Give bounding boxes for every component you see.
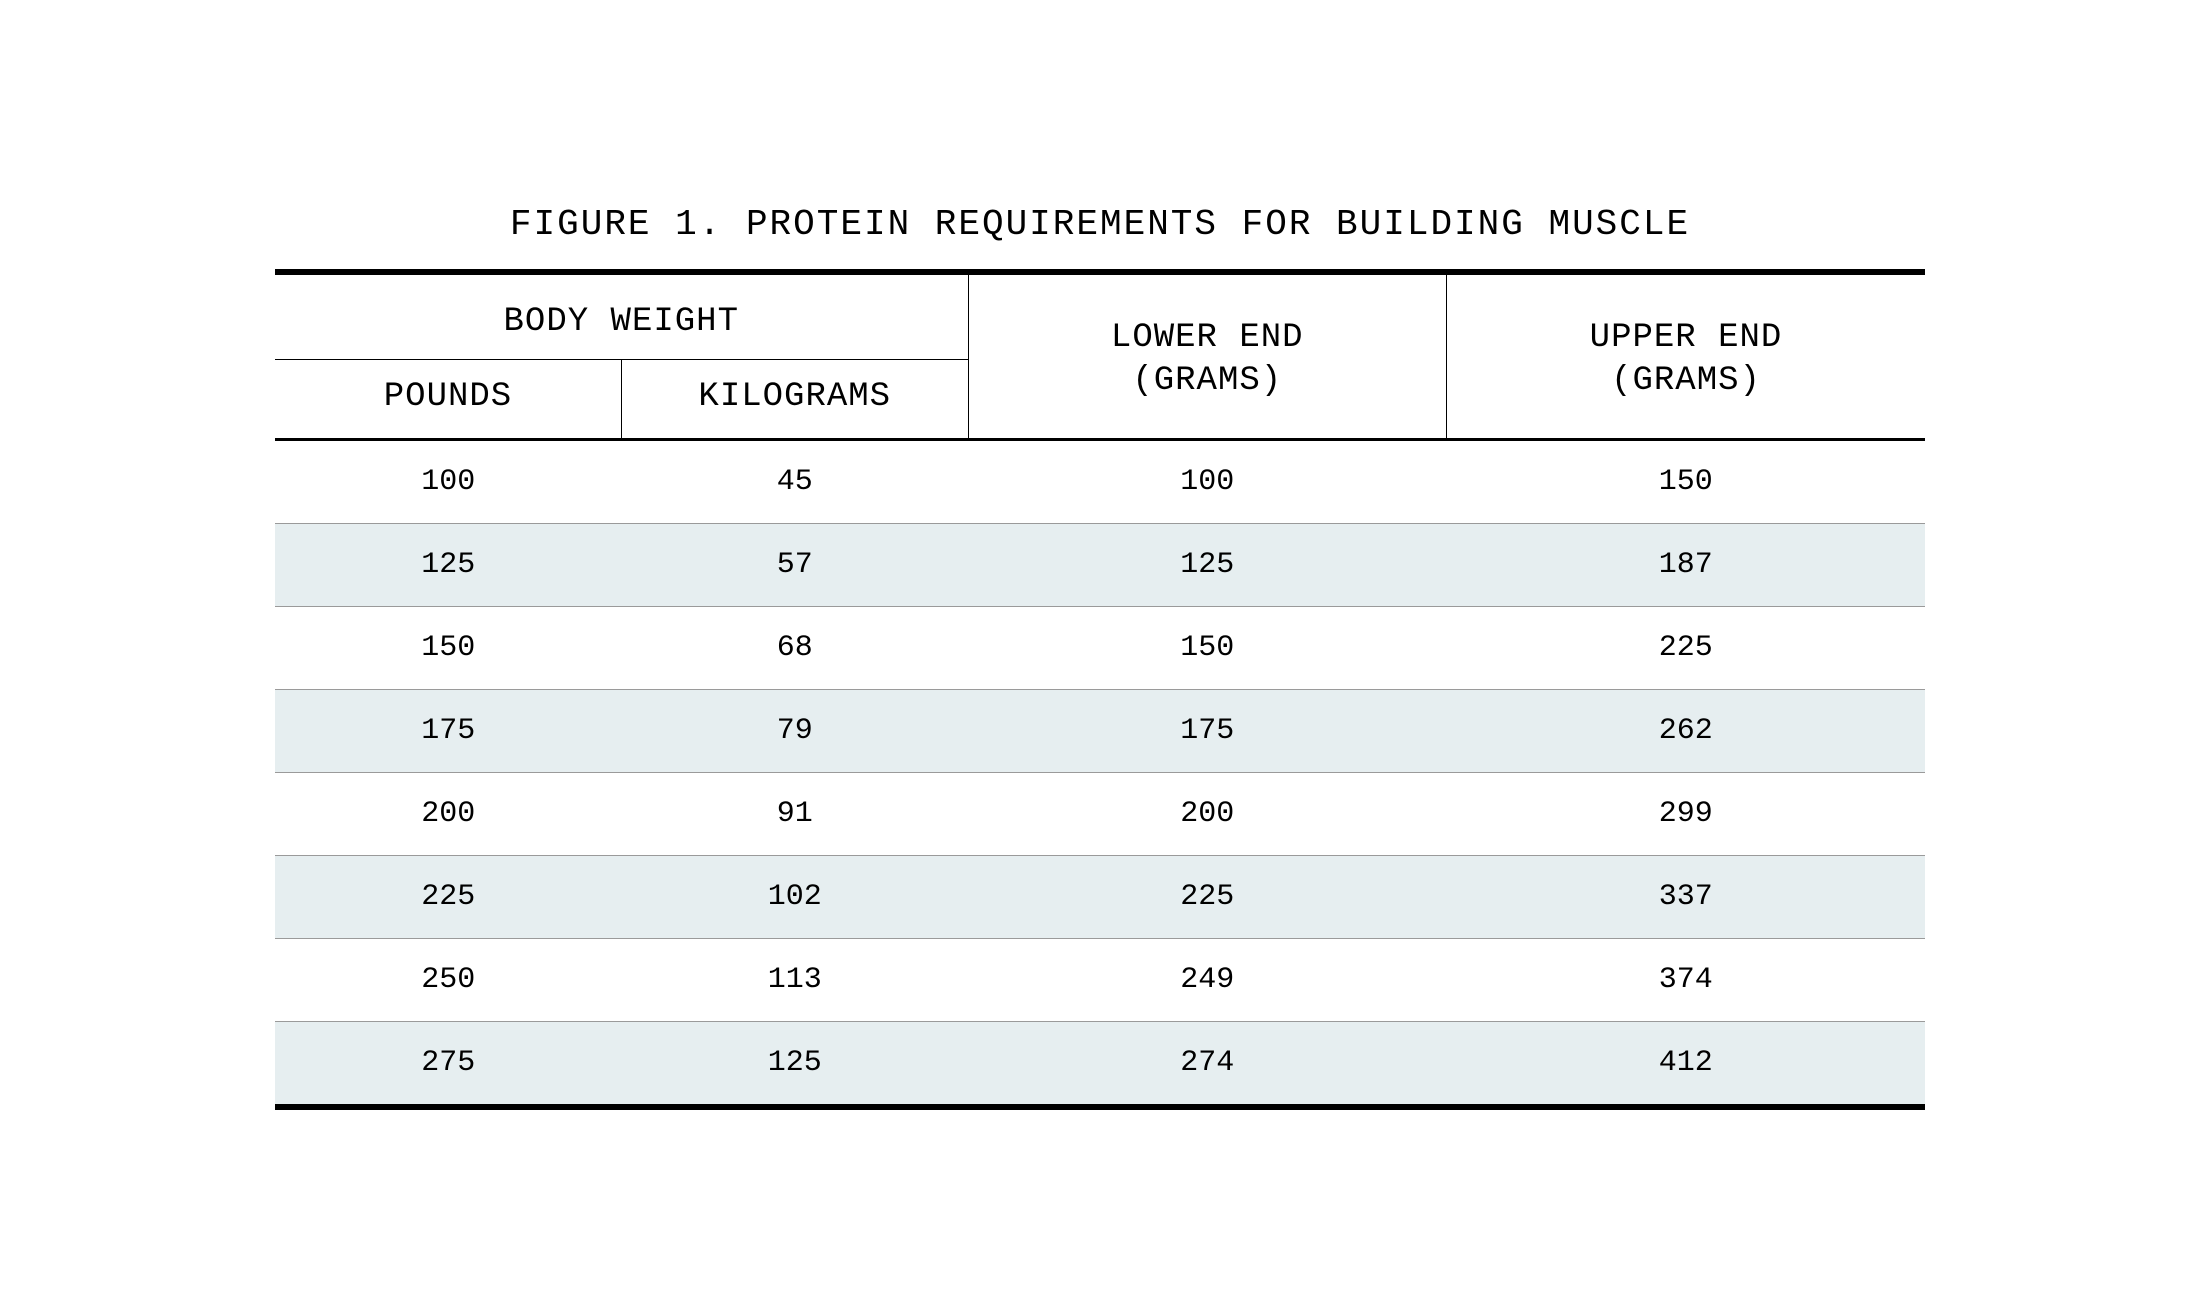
cell-upper: 187 bbox=[1447, 524, 1926, 607]
cell-lower: 125 bbox=[968, 524, 1447, 607]
cell-pounds: 200 bbox=[275, 773, 622, 856]
column-header-pounds: POUNDS bbox=[275, 360, 622, 440]
protein-table: BODY WEIGHT LOWER END (GRAMS) UPPER END … bbox=[275, 269, 1925, 1110]
cell-pounds: 275 bbox=[275, 1022, 622, 1108]
cell-kilograms: 45 bbox=[622, 440, 969, 524]
cell-kilograms: 68 bbox=[622, 607, 969, 690]
table-row: 250 113 249 374 bbox=[275, 939, 1925, 1022]
table-row: 200 91 200 299 bbox=[275, 773, 1925, 856]
cell-pounds: 225 bbox=[275, 856, 622, 939]
column-header-upper-line2: (GRAMS) bbox=[1611, 362, 1761, 400]
cell-pounds: 125 bbox=[275, 524, 622, 607]
cell-pounds: 150 bbox=[275, 607, 622, 690]
figure-title: FIGURE 1. PROTEIN REQUIREMENTS FOR BUILD… bbox=[275, 204, 1925, 245]
cell-lower: 274 bbox=[968, 1022, 1447, 1108]
table-row: 225 102 225 337 bbox=[275, 856, 1925, 939]
column-header-upper-end: UPPER END (GRAMS) bbox=[1447, 272, 1926, 440]
table-row: 100 45 100 150 bbox=[275, 440, 1925, 524]
table-row: 125 57 125 187 bbox=[275, 524, 1925, 607]
cell-kilograms: 102 bbox=[622, 856, 969, 939]
cell-lower: 175 bbox=[968, 690, 1447, 773]
table-header-row-1: BODY WEIGHT LOWER END (GRAMS) UPPER END … bbox=[275, 272, 1925, 360]
cell-lower: 100 bbox=[968, 440, 1447, 524]
cell-upper: 225 bbox=[1447, 607, 1926, 690]
column-group-body-weight: BODY WEIGHT bbox=[275, 272, 968, 360]
table-body: 100 45 100 150 125 57 125 187 150 68 150… bbox=[275, 440, 1925, 1108]
cell-kilograms: 125 bbox=[622, 1022, 969, 1108]
column-header-upper-line1: UPPER END bbox=[1590, 319, 1783, 357]
cell-pounds: 100 bbox=[275, 440, 622, 524]
cell-upper: 412 bbox=[1447, 1022, 1926, 1108]
cell-kilograms: 57 bbox=[622, 524, 969, 607]
cell-lower: 150 bbox=[968, 607, 1447, 690]
cell-upper: 374 bbox=[1447, 939, 1926, 1022]
table-row: 150 68 150 225 bbox=[275, 607, 1925, 690]
table-header: BODY WEIGHT LOWER END (GRAMS) UPPER END … bbox=[275, 272, 1925, 440]
table-row: 175 79 175 262 bbox=[275, 690, 1925, 773]
cell-pounds: 175 bbox=[275, 690, 622, 773]
cell-lower: 249 bbox=[968, 939, 1447, 1022]
cell-upper: 299 bbox=[1447, 773, 1926, 856]
cell-lower: 225 bbox=[968, 856, 1447, 939]
cell-kilograms: 79 bbox=[622, 690, 969, 773]
column-header-kilograms: KILOGRAMS bbox=[622, 360, 969, 440]
column-header-lower-line2: (GRAMS) bbox=[1132, 362, 1282, 400]
figure-container: FIGURE 1. PROTEIN REQUIREMENTS FOR BUILD… bbox=[275, 204, 1925, 1110]
table-row: 275 125 274 412 bbox=[275, 1022, 1925, 1108]
cell-kilograms: 91 bbox=[622, 773, 969, 856]
cell-upper: 262 bbox=[1447, 690, 1926, 773]
cell-kilograms: 113 bbox=[622, 939, 969, 1022]
cell-lower: 200 bbox=[968, 773, 1447, 856]
column-header-lower-line1: LOWER END bbox=[1111, 319, 1304, 357]
column-header-lower-end: LOWER END (GRAMS) bbox=[968, 272, 1447, 440]
cell-upper: 150 bbox=[1447, 440, 1926, 524]
cell-pounds: 250 bbox=[275, 939, 622, 1022]
cell-upper: 337 bbox=[1447, 856, 1926, 939]
